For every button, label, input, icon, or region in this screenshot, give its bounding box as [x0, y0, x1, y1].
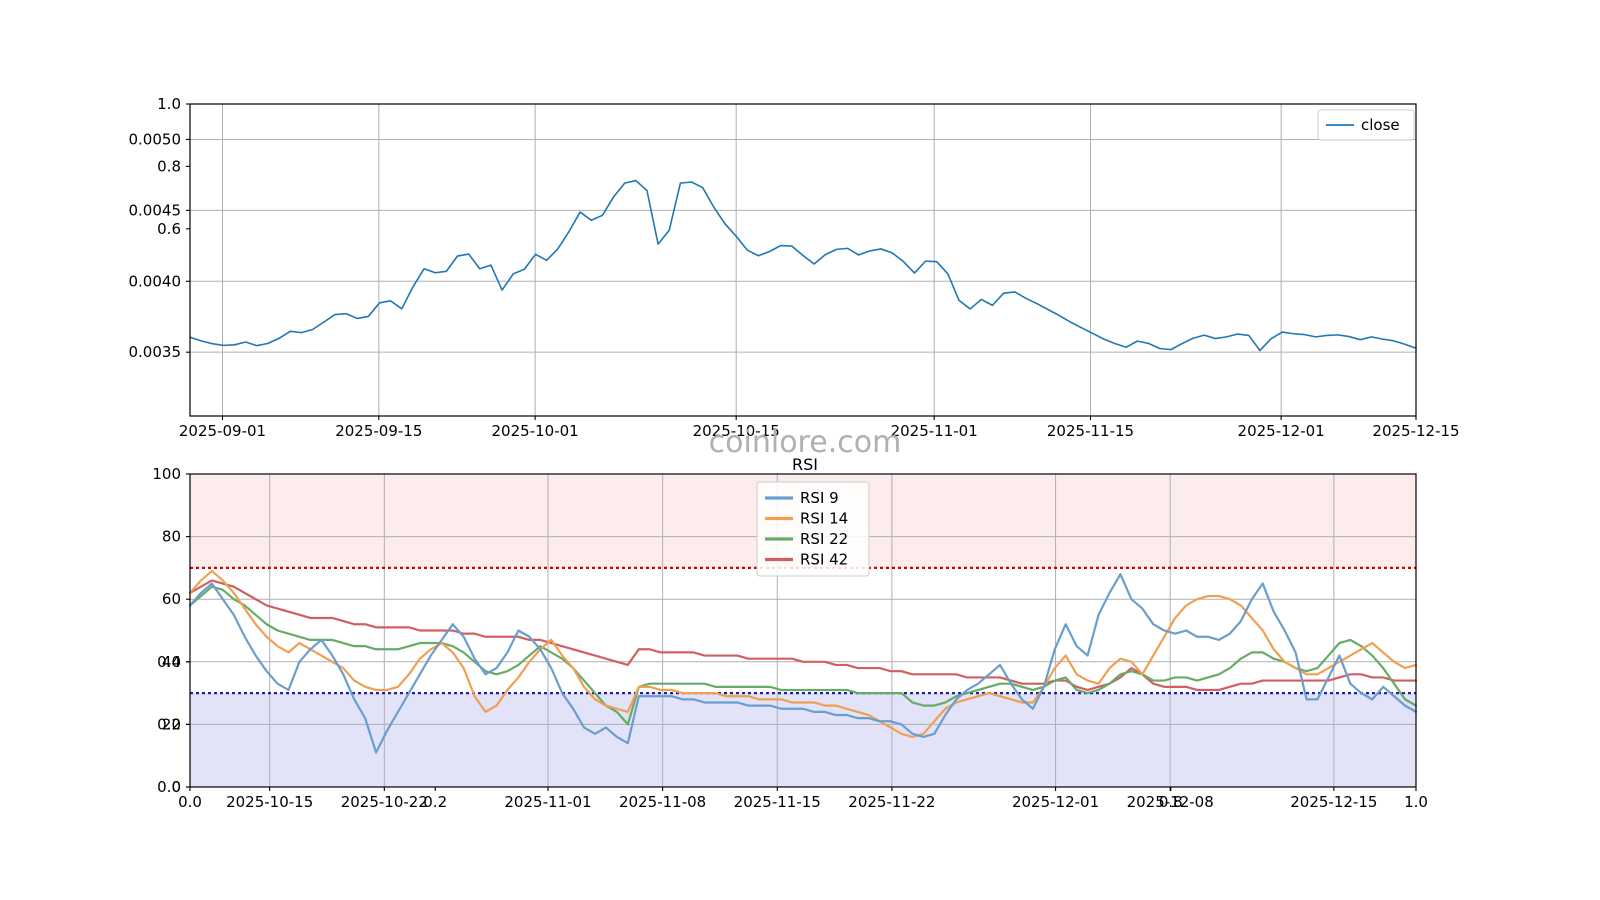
rsi-line-rsi-14 — [188, 569, 1418, 739]
rsi-oversold-band — [190, 693, 1416, 787]
price-ytick-label-2: 0.0045 — [129, 201, 182, 219]
price-xtick-label-6: 2025-12-01 — [1238, 422, 1325, 440]
price-legend-box — [1317, 109, 1415, 141]
watermark: coinlore.com — [709, 425, 902, 460]
rsi-line-rsi-9 — [188, 573, 1418, 754]
rsi-xtick-label-1: 2025-10-22 — [341, 793, 428, 811]
rsi-overlay-xtick-label-2: 0.8 — [1159, 793, 1183, 811]
rsi-legend[interactable]: RSI 9 RSI 14 RSI 22 RSI 42 — [756, 481, 870, 577]
price-overlay-ytick-label-1: 0.8 — [157, 157, 181, 175]
price-ytick-label-1: 0.0040 — [129, 272, 182, 290]
price-overlay-ytick-label-0: 0.6 — [157, 220, 181, 238]
rsi-overlay-xtick-labels: 0.0 0.2 0.8 1.0 — [178, 787, 1428, 811]
rsi-legend-label-rsi-9: RSI 9 — [800, 489, 839, 507]
rsi-xtick-label-7: 2025-12-08 — [1127, 793, 1214, 811]
price-gridlines — [190, 104, 1417, 416]
rsi-xtick-label-2: 2025-11-01 — [504, 793, 591, 811]
rsi-legend-label-rsi-42: RSI 42 — [800, 551, 848, 569]
price-legend[interactable]: close — [1317, 109, 1415, 141]
rsi-overlay-ytick-label-2: 0.4 — [157, 653, 181, 671]
rsi-xtick-label-0: 2025-10-15 — [226, 793, 313, 811]
rsi-xtick-label-4: 2025-11-15 — [734, 793, 821, 811]
price-overlay-ytick-label-2: 1.0 — [157, 95, 181, 113]
rsi-overlay-xtick-label-0: 0.0 — [178, 793, 202, 811]
price-xtick-label-4: 2025-11-01 — [891, 422, 978, 440]
price-overlay-ytick-labels: 0.6 0.8 1.0 — [157, 95, 190, 238]
rsi-xtick-label-3: 2025-11-08 — [619, 793, 706, 811]
price-legend-label-close: close — [1361, 116, 1400, 134]
rsi-overlay-ytick-label-0: 0.0 — [157, 778, 181, 796]
rsi-legend-label-rsi-22: RSI 22 — [800, 530, 848, 548]
rsi-overlay-xtick-label-1: 0.2 — [423, 793, 447, 811]
price-xtick-label-0: 2025-09-01 — [179, 422, 266, 440]
rsi-xtick-label-8: 2025-12-15 — [1290, 793, 1377, 811]
rsi-line-rsi-22 — [188, 585, 1418, 726]
price-xtick-label-1: 2025-09-15 — [335, 422, 422, 440]
rsi-overlay-ytick-labels: 0.0 0.2 0.4 — [157, 653, 190, 796]
rsi-axes-frame — [189, 473, 1417, 788]
rsi-legend-label-rsi-14: RSI 14 — [800, 510, 848, 528]
rsi-line-rsi-42 — [188, 579, 1418, 692]
price-ytick-labels: 0.0035 0.0040 0.0045 0.0050 — [129, 130, 190, 361]
price-xtick-label-7: 2025-12-15 — [1372, 422, 1459, 440]
rsi-legend-box — [756, 481, 870, 577]
price-line-close — [189, 179, 1417, 352]
rsi-ytick-label-3: 60 — [162, 590, 181, 608]
price-ytick-label-0: 0.0035 — [129, 343, 182, 361]
rsi-overlay-xtick-label-3: 1.0 — [1404, 793, 1428, 811]
price-xtick-labels: 2025-09-01 2025-09-15 2025-10-01 2025-10-15… — [179, 416, 1460, 440]
rsi-chart-title: RSI — [792, 455, 818, 474]
rsi-xtick-labels: 2025-10-15 2025-10-22 2025-11-01 2025-11-08… — [226, 787, 1377, 811]
price-xtick-label-5: 2025-11-15 — [1047, 422, 1134, 440]
rsi-xtick-label-6: 2025-12-01 — [1012, 793, 1099, 811]
rsi-ytick-label-4: 80 — [162, 528, 181, 546]
rsi-ytick-label-0: 0 — [171, 778, 181, 796]
price-xtick-label-3: 2025-10-15 — [693, 422, 780, 440]
rsi-ytick-label-5: 100 — [152, 465, 181, 483]
rsi-ytick-labels: 0 20 40 60 80 100 — [152, 465, 190, 796]
price-axes-frame — [189, 103, 1417, 417]
rsi-ytick-label-1: 20 — [162, 715, 181, 733]
rsi-ytick-label-2: 40 — [162, 653, 181, 671]
price-ytick-label-3: 0.0050 — [129, 130, 182, 148]
price-xtick-label-2: 2025-10-01 — [492, 422, 579, 440]
rsi-xtick-label-5: 2025-11-22 — [848, 793, 935, 811]
rsi-overlay-ytick-label-1: 0.2 — [157, 715, 181, 733]
